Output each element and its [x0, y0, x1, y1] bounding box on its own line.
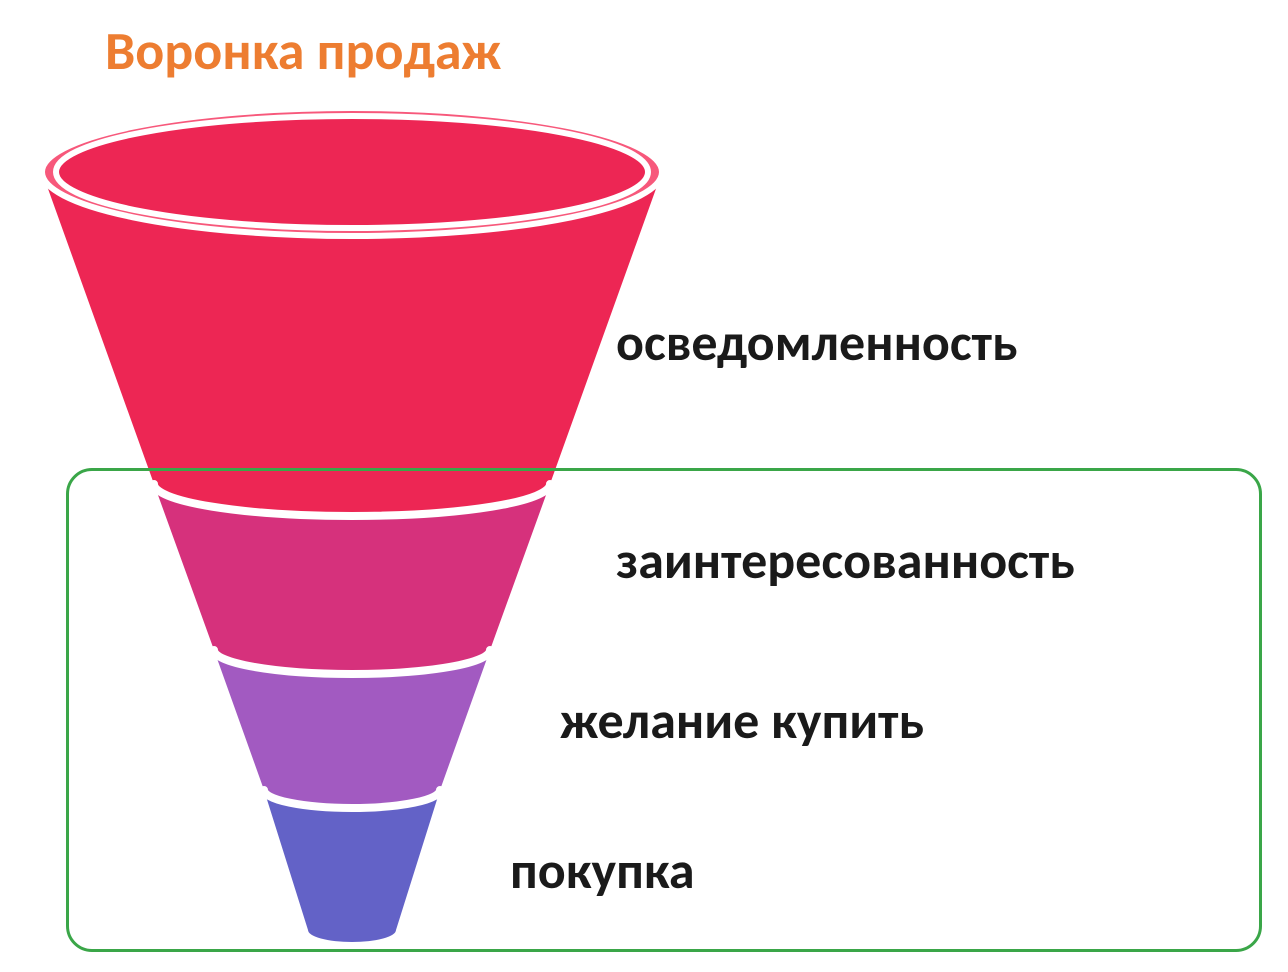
stage-label-purchase: покупка — [510, 838, 695, 902]
stage-label-awareness: осведомленность — [616, 310, 1018, 374]
diagram-stage: Воронка продаж осведомленностьзаинтересо… — [0, 0, 1288, 972]
stage-label-interest: заинтересованность — [616, 528, 1075, 592]
stage-label-desire: желание купить — [560, 688, 924, 752]
